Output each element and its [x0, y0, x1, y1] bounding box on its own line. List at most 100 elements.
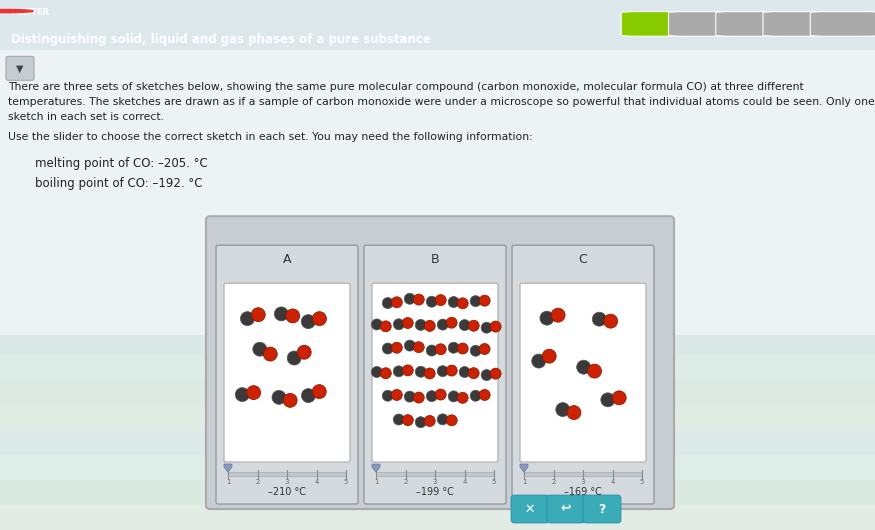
Circle shape [263, 347, 277, 361]
Circle shape [393, 319, 404, 330]
FancyBboxPatch shape [621, 12, 691, 36]
Text: sketch in each set is correct.: sketch in each set is correct. [8, 112, 164, 122]
Circle shape [301, 315, 315, 329]
FancyBboxPatch shape [6, 56, 34, 81]
Circle shape [592, 312, 606, 326]
Circle shape [604, 314, 618, 328]
Circle shape [435, 344, 446, 355]
Circle shape [241, 312, 255, 325]
Circle shape [426, 296, 438, 307]
Text: Use the slider to choose the correct sketch in each set. You may need the follow: Use the slider to choose the correct ske… [8, 132, 533, 142]
Circle shape [251, 308, 265, 322]
Text: 5: 5 [344, 479, 348, 485]
Text: 3: 3 [433, 479, 438, 485]
Circle shape [402, 317, 413, 329]
Circle shape [272, 391, 286, 404]
Circle shape [612, 391, 626, 405]
Text: 1: 1 [522, 479, 526, 485]
Text: 1: 1 [374, 479, 378, 485]
Circle shape [391, 342, 402, 353]
Circle shape [470, 345, 481, 356]
Circle shape [490, 321, 501, 332]
Circle shape [481, 369, 492, 381]
FancyBboxPatch shape [763, 12, 833, 36]
Text: ↩: ↩ [561, 502, 571, 516]
Circle shape [601, 393, 615, 407]
Text: MATTER: MATTER [11, 8, 50, 17]
Circle shape [371, 319, 382, 330]
FancyBboxPatch shape [511, 495, 549, 523]
Circle shape [556, 403, 570, 417]
Text: temperatures. The sketches are drawn as if a sample of carbon monoxide were unde: temperatures. The sketches are drawn as … [8, 98, 875, 107]
Circle shape [567, 405, 581, 420]
Circle shape [381, 368, 391, 379]
Bar [376, 472, 494, 476]
Circle shape [587, 364, 601, 378]
Text: ?: ? [598, 502, 605, 516]
Circle shape [424, 416, 435, 427]
Circle shape [416, 320, 426, 330]
Circle shape [235, 387, 249, 402]
Circle shape [426, 345, 438, 356]
Circle shape [446, 415, 458, 426]
Text: –169 °C: –169 °C [564, 487, 602, 497]
Circle shape [480, 390, 490, 401]
Bar [0, 405, 875, 430]
Text: Distinguishing solid, liquid and gas phases of a pure substance: Distinguishing solid, liquid and gas pha… [11, 33, 431, 46]
FancyBboxPatch shape [668, 12, 738, 36]
Text: 5: 5 [492, 479, 496, 485]
Circle shape [284, 393, 298, 408]
Circle shape [301, 388, 315, 403]
Text: 3: 3 [581, 479, 585, 485]
Circle shape [391, 297, 402, 308]
Text: 2: 2 [403, 479, 408, 485]
Circle shape [413, 342, 424, 352]
Circle shape [470, 390, 481, 401]
Circle shape [438, 366, 448, 377]
Bar [0, 330, 875, 355]
Text: 3: 3 [284, 479, 290, 485]
Circle shape [457, 392, 468, 403]
FancyBboxPatch shape [547, 495, 585, 523]
Circle shape [532, 354, 546, 368]
Text: ✕: ✕ [525, 502, 536, 516]
Circle shape [285, 309, 299, 323]
FancyArrow shape [520, 464, 528, 472]
Circle shape [446, 365, 458, 376]
Circle shape [448, 391, 459, 402]
Text: melting point of CO: –205. °C: melting point of CO: –205. °C [35, 157, 207, 170]
Circle shape [468, 320, 480, 331]
Bar [228, 472, 346, 476]
Circle shape [458, 343, 468, 354]
Circle shape [490, 368, 501, 379]
Circle shape [446, 317, 457, 328]
Text: –199 °C: –199 °C [416, 487, 454, 497]
Text: There are three sets of sketches below, showing the same pure molecular compound: There are three sets of sketches below, … [8, 82, 804, 92]
Circle shape [382, 390, 393, 401]
Bar [0, 430, 875, 455]
Text: 2: 2 [255, 479, 260, 485]
Text: C: C [578, 253, 587, 266]
Circle shape [426, 391, 438, 402]
Circle shape [312, 385, 326, 399]
Circle shape [435, 389, 446, 400]
Text: 1: 1 [226, 479, 230, 485]
FancyBboxPatch shape [372, 283, 498, 462]
Circle shape [404, 340, 416, 351]
Bar [524, 472, 642, 476]
Text: ▼: ▼ [17, 64, 24, 73]
Circle shape [298, 345, 311, 359]
Circle shape [459, 367, 470, 377]
Bar [0, 480, 875, 505]
Circle shape [481, 322, 492, 333]
Circle shape [413, 294, 424, 305]
Circle shape [247, 386, 261, 400]
Text: 5: 5 [640, 479, 644, 485]
Circle shape [0, 10, 33, 13]
Circle shape [459, 320, 470, 331]
FancyBboxPatch shape [216, 245, 358, 504]
Circle shape [371, 366, 382, 377]
Bar [0, 380, 875, 405]
Circle shape [393, 414, 404, 425]
Text: B: B [430, 253, 439, 266]
